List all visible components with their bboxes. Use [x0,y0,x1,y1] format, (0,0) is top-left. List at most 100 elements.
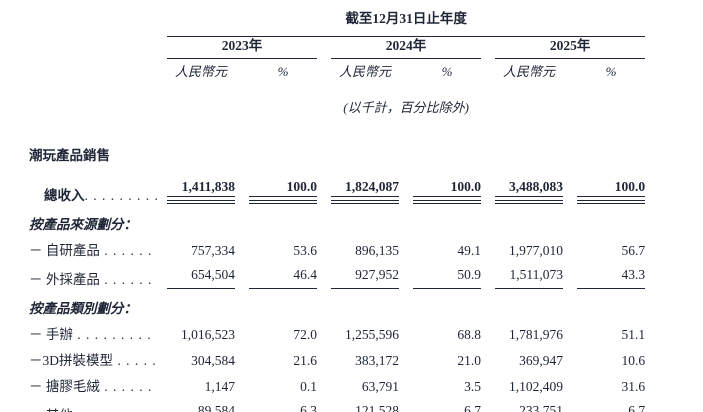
row-label-text: － 自研產品 [29,243,100,259]
value-self-developed-products-col3: 49.1 [457,243,481,259]
value-others-col2: 121,528 [331,395,399,412]
row-figures: － 手辦 . . . . . . . . . 1,016,523 72.0 1,255… [29,317,645,343]
column-gap [235,164,249,204]
row-vinyl-plush: － 搪膠毛絨 . . . . . . 1,147 0.1 63,791 3.5 1,102… [29,369,645,395]
column-gap [235,259,249,288]
column-gap [563,369,577,395]
dot-leader: . . . . . . [99,243,153,259]
column-gap [481,164,495,204]
percent-label-2023: % [277,64,289,80]
row-label-text: 按產品來源劃分： [29,217,137,233]
value-3d-assembly-models-col4: 369,947 [519,353,563,369]
value-total-revenue-col4: 3,488,083 [495,164,563,204]
column-gap [399,317,413,343]
column-gap [317,164,331,204]
row-label-text: 潮玩產品銷售 [29,148,110,164]
dot-leader: . . . . . [113,353,157,369]
value-others-col3: 6.7 [413,395,481,412]
value-total-revenue-col3: 100.0 [413,164,481,204]
row-label-text: － 其他 [29,408,73,412]
value-externally-sourced-products-col4: 1,511,073 [495,259,563,289]
value-vinyl-plush-col4: 1,102,409 [509,379,563,395]
row-label-trendy-toy-sales-heading: 潮玩產品銷售 [29,138,167,164]
column-gap [317,395,331,412]
row-label-vinyl-plush: － 搪膠毛絨 . . . . . . [29,369,167,395]
column-gap [563,343,577,369]
row-label-text: － 手辦 [29,327,73,343]
total-value: 1,411,838 [167,179,235,197]
value-3d-assembly-models-col5: 10.6 [621,353,646,369]
financial-table: 截至12月31日止年度 2023年 2024年 2025年 人民幣元 % 人民幣… [29,6,646,412]
year-header-row: 2023年 2024年 2025年 [29,36,646,59]
column-gap [235,343,249,369]
total-value: 100.0 [249,179,317,197]
dot-leader: . . . . . . [99,272,153,288]
column-gap [317,259,331,288]
value-3d-assembly-models-col2: 383,172 [355,353,399,369]
column-gap [481,233,495,259]
column-gap [563,317,577,343]
double-rule [577,200,646,204]
row-label-text: －3D拼裝模型 [29,353,113,369]
value-total-revenue-col2: 1,824,087 [331,164,399,204]
column-gap [317,343,331,369]
row-others: － 其他 . . . . . . . . .89,5846.3121,5286.… [29,395,646,412]
period-header-row: 截至12月31日止年度 [29,6,646,37]
row-by-product-category-heading: 按產品類別劃分： [29,288,645,317]
column-gap [399,233,413,259]
value-vinyl-plush-col2: 63,791 [361,379,399,395]
column-gap [563,164,577,204]
column-gap [481,259,495,288]
unit-note: (以千計，百分比除外) [343,100,469,116]
value-self-developed-products-col4: 1,977,010 [509,243,563,259]
column-gap [235,233,249,259]
double-rule [413,200,481,204]
row-externally-sourced-products: － 外採產品 . . . . . . 654,504 46.4 927,952 50.9… [29,259,646,289]
value-self-developed-products-col2: 896,135 [355,243,399,259]
total-value: 3,488,083 [495,179,563,197]
dot-leader: . . . . . . . . . [84,188,159,204]
value-others-col0: 89,584 [167,395,235,412]
dot-leader: . . . . . . . . . [73,408,152,412]
column-gap [399,395,413,412]
column-gap [317,369,331,395]
column-gap [399,164,413,204]
year-2023-header: 2023年 [167,36,317,59]
column-gap [481,395,495,412]
value-externally-sourced-products-col2: 927,952 [331,259,399,289]
row-trendy-toy-sales-heading: 潮玩產品銷售 [29,138,645,164]
value-self-developed-products-col5: 56.7 [621,243,646,259]
column-gap [399,369,413,395]
row-total-revenue: 總收入. . . . . . . . . 1,411,838 100.0 1,824,… [29,164,646,204]
row-label-text: 按產品類別劃分： [29,301,137,317]
value-figures-col2: 1,255,596 [345,327,399,343]
column-gap [563,233,577,259]
year-2024-header: 2024年 [331,36,481,59]
value-figures-col3: 68.8 [457,327,481,343]
percent-label-2025: % [605,64,617,80]
column-gap [317,233,331,259]
value-externally-sourced-products-col0: 654,504 [167,259,235,289]
total-value: 1,824,087 [331,179,399,197]
dot-leader: . . . . . . [99,379,153,395]
row-label-total-revenue: 總收入. . . . . . . . . [29,164,167,204]
row-label-3d-assembly-models: －3D拼裝模型 . . . . . [29,343,167,369]
value-vinyl-plush-col5: 31.6 [621,379,646,395]
value-figures-col0: 1,016,523 [181,327,235,343]
total-value: 100.0 [413,179,481,197]
value-total-revenue-col5: 100.0 [577,164,646,204]
dot-leader: . . . . . . . . . [72,327,152,343]
value-vinyl-plush-col0: 1,147 [204,379,235,395]
value-self-developed-products-col0: 757,334 [191,243,235,259]
column-gap [235,317,249,343]
value-3d-assembly-models-col1: 21.6 [293,353,317,369]
column-subheader-row: 人民幣元 % 人民幣元 % 人民幣元 % [29,58,645,82]
double-rule [331,200,399,204]
row-label-by-product-category-heading: 按產品類別劃分： [29,288,167,317]
value-externally-sourced-products-col5: 43.3 [577,259,646,289]
table-body: 潮玩產品銷售 總收入. . . . . . . . . 1,411,838 100.0… [29,138,646,412]
row-by-product-source-heading: 按產品來源劃分： [29,204,645,233]
value-self-developed-products-col1: 53.6 [293,243,317,259]
column-gap [481,343,495,369]
value-figures-col5: 51.1 [621,327,646,343]
